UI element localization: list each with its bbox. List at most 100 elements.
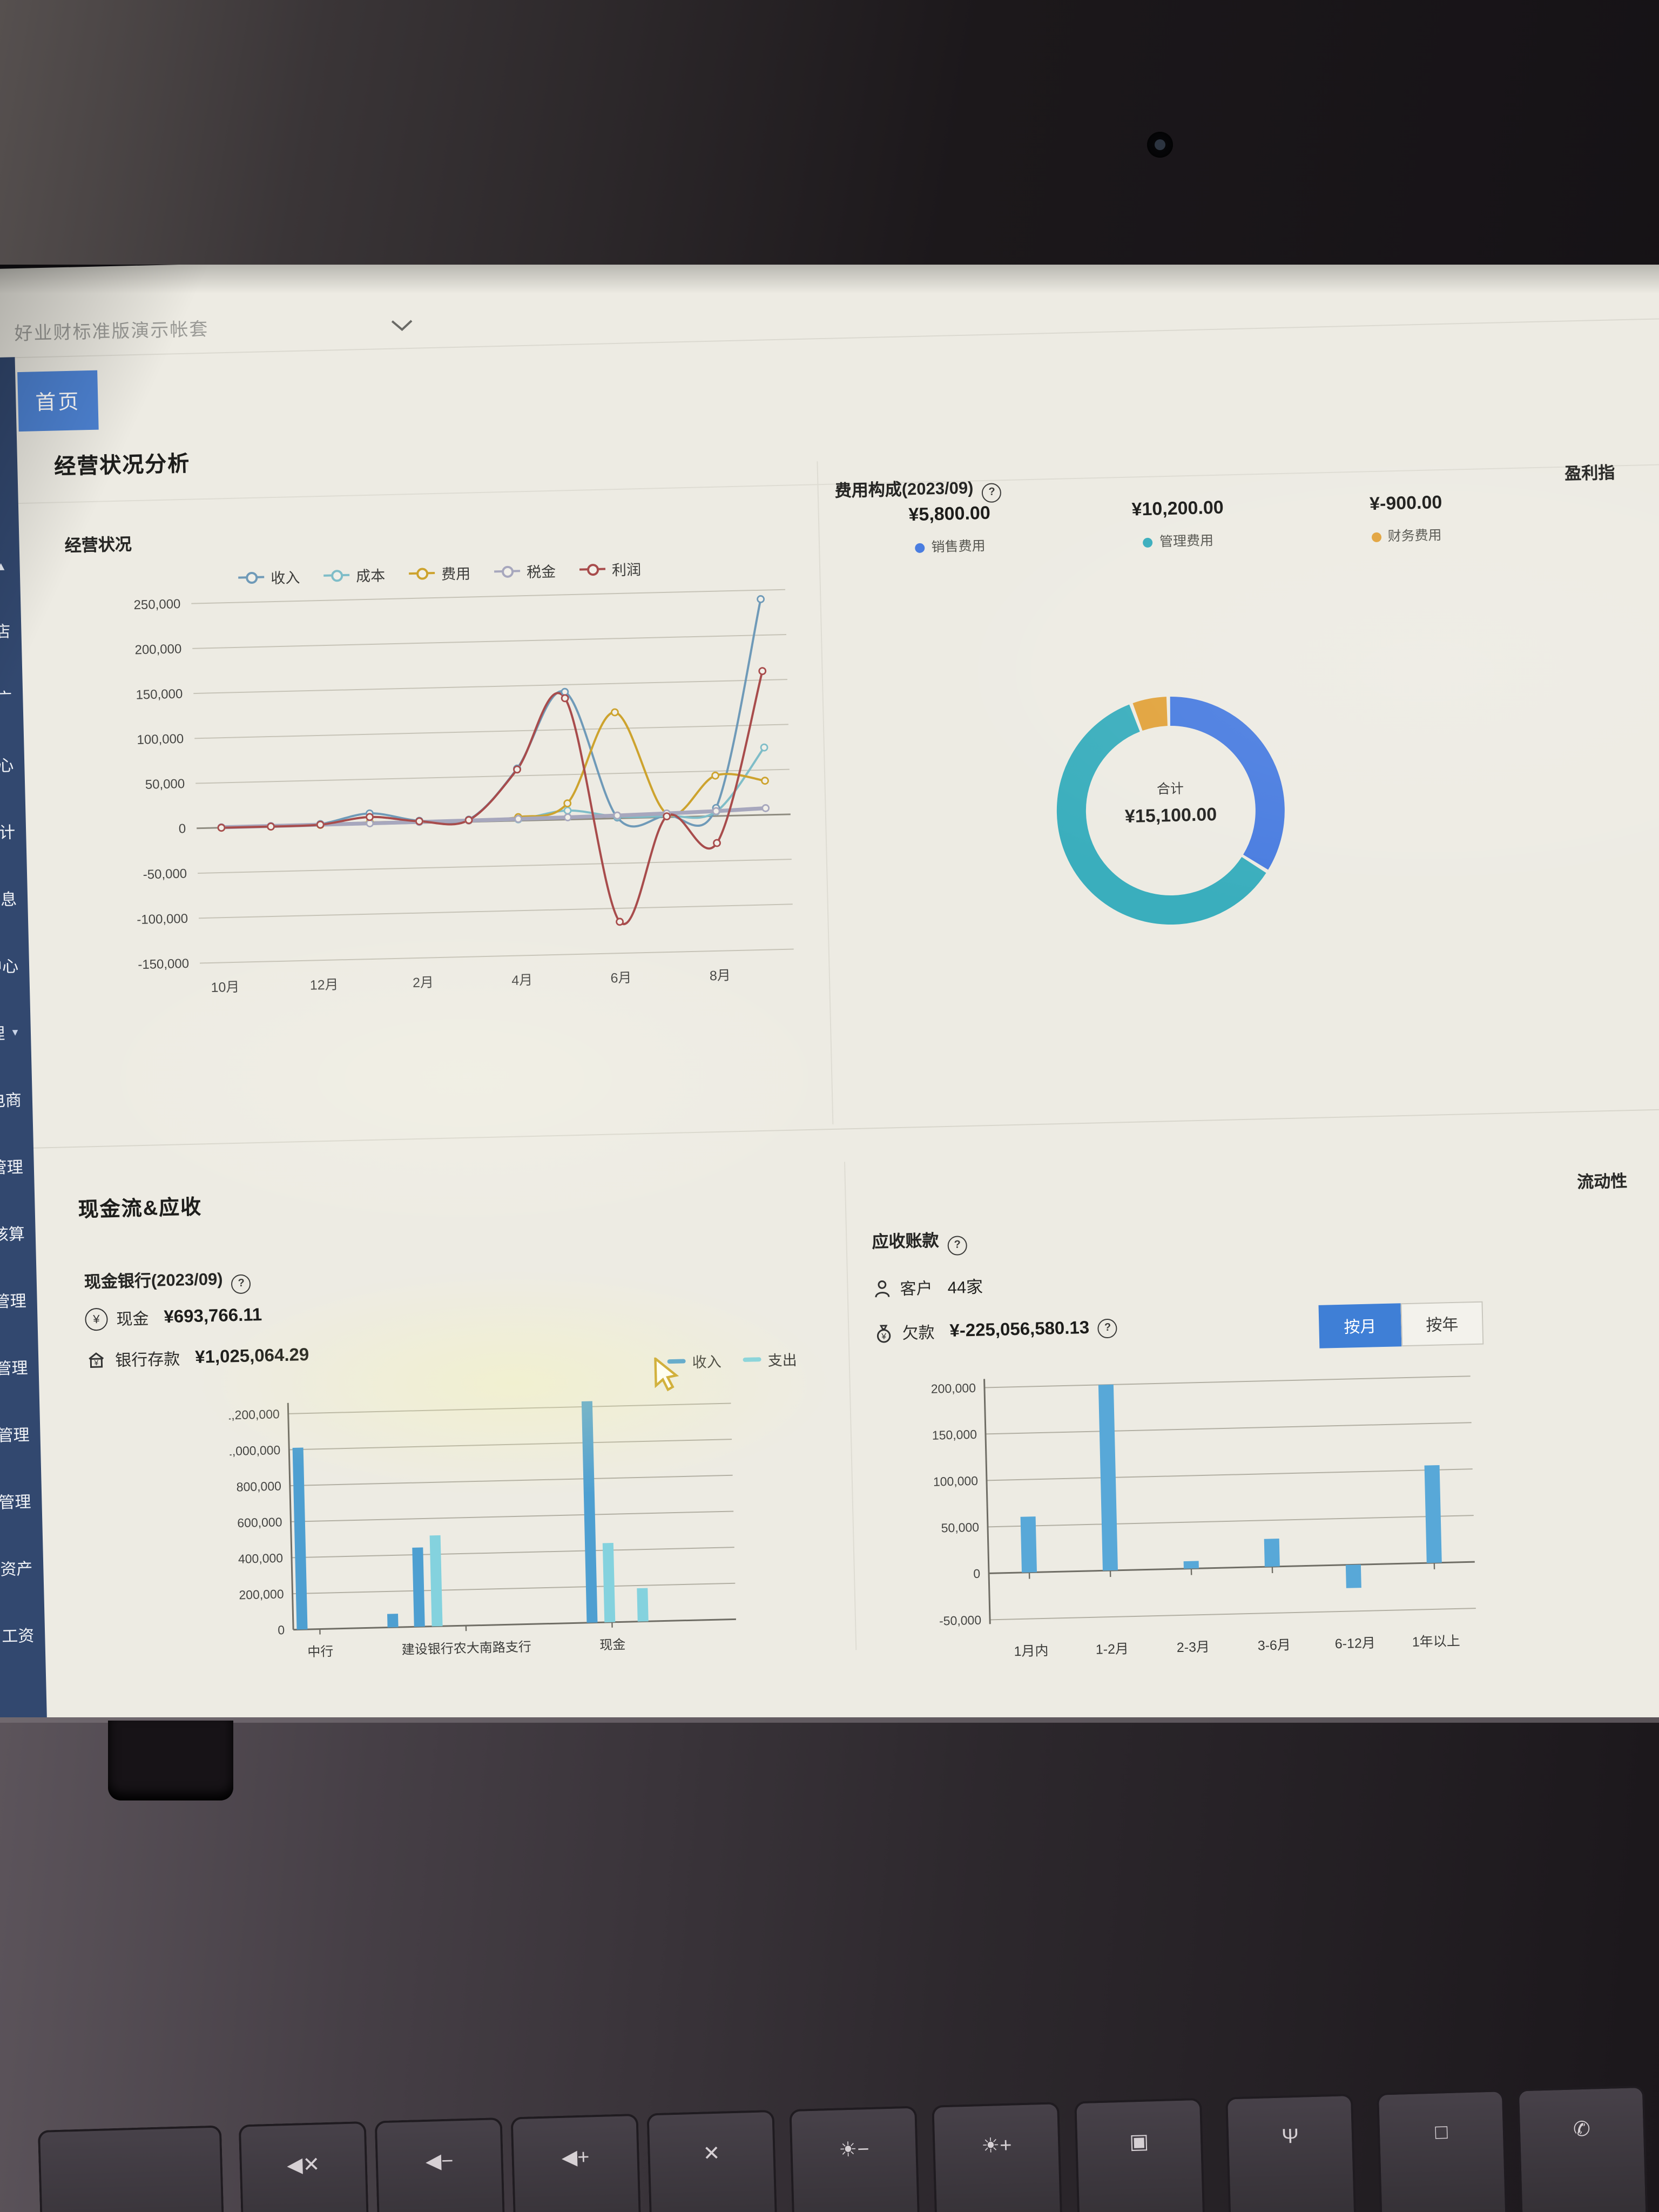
debt-value: ¥-225,056,580.13 <box>949 1318 1090 1341</box>
volume-down-key[interactable]: ◀− <box>374 2117 506 2212</box>
expense-donut-chart <box>1056 697 1285 925</box>
svg-text:0: 0 <box>278 1623 285 1637</box>
customer-label: 客户 <box>900 1279 933 1299</box>
svg-text:1年以上: 1年以上 <box>1412 1634 1460 1650</box>
svg-text:400,000: 400,000 <box>238 1551 284 1566</box>
legend-item-利润[interactable]: 利润 <box>579 557 642 581</box>
svg-text:50,000: 50,000 <box>145 777 185 792</box>
chevron-down-icon: ▼ <box>10 1027 21 1038</box>
cashbank-chart-legend: 收入 支出 <box>667 1347 819 1373</box>
svg-text:1,000,000: 1,000,000 <box>228 1443 280 1458</box>
sidebar-item-核算[interactable]: 核算 <box>0 1225 25 1244</box>
display-toggle-key[interactable]: ▣ <box>1074 2098 1205 2212</box>
sidebar-item-金管理[interactable]: 金管理 <box>0 1292 27 1312</box>
volume-up-key[interactable]: ◀+ <box>510 2113 642 2212</box>
brightness-up-key[interactable]: ☀+ <box>932 2102 1063 2212</box>
svg-text:中行: 中行 <box>307 1644 334 1660</box>
customer-row: 客户 44家 <box>873 1274 999 1300</box>
deck-edge-highlight <box>0 1717 1659 1723</box>
sidebar-item-中心[interactable]: 中心 <box>0 957 19 976</box>
legend-item-支出[interactable]: 支出 <box>743 1348 797 1371</box>
cashflow-section-title: 现金流&应收 <box>78 1196 203 1222</box>
customer-icon <box>873 1278 892 1299</box>
sidebar-item-店[interactable]: 店 <box>0 622 11 642</box>
wifi-key[interactable]: Ψ <box>1225 2093 1357 2212</box>
phone-key[interactable]: ✆ <box>1516 2085 1648 2212</box>
help-icon[interactable]: ? <box>947 1235 968 1255</box>
svg-text:200,000: 200,000 <box>134 642 181 657</box>
bank-icon: ¥ <box>86 1350 107 1371</box>
laptop-deck: Esc◀✕◀−◀+✕☀−☀+▣Ψ□✆ <box>0 1717 1659 2212</box>
svg-text:12月: 12月 <box>309 977 338 993</box>
svg-text:4月: 4月 <box>511 973 533 988</box>
customer-count: 44家 <box>947 1278 983 1298</box>
ops-panel-title: 经营状况 <box>64 536 132 556</box>
mute-key[interactable]: ◀✕ <box>238 2121 370 2212</box>
sidebar: ▲ 店广心统计信息中心管理 ▼ 电商管理核算金管理账管理票管理税务管理固定资产工资 <box>0 357 49 1717</box>
profit-panel-title-clipped: 盈利指 <box>1564 464 1615 484</box>
chat-key[interactable]: □ <box>1376 2089 1508 2212</box>
legend-item-成本[interactable]: 成本 <box>323 563 386 586</box>
mic-mute-key[interactable]: ✕ <box>646 2109 778 2212</box>
svg-text:6-12月: 6-12月 <box>1334 1636 1375 1652</box>
sidebar-item-统计[interactable]: 统计 <box>0 823 16 842</box>
receivable-panel-title: 应收账款? <box>872 1227 968 1257</box>
svg-text:100,000: 100,000 <box>137 732 184 747</box>
deposit-label: 银行存款 <box>114 1350 180 1371</box>
deposit-value: ¥1,025,064.29 <box>194 1345 309 1367</box>
svg-text:150,000: 150,000 <box>136 687 183 703</box>
cash-icon: ¥ <box>85 1307 108 1331</box>
svg-text:-50,000: -50,000 <box>939 1613 982 1628</box>
cashbank-title-text: 现金银行(2023/09) <box>84 1270 223 1292</box>
esc-key[interactable]: Esc <box>37 2125 225 2212</box>
sidebar-collapse-icon[interactable]: ▲ <box>0 560 7 574</box>
sidebar-items: 店广心统计信息中心管理 ▼ 电商管理核算金管理账管理票管理税务管理固定资产工资 <box>0 597 46 1669</box>
help-icon[interactable]: ? <box>982 482 1002 503</box>
svg-text:50,000: 50,000 <box>941 1520 979 1535</box>
sidebar-item-心[interactable]: 心 <box>0 756 14 775</box>
receivable-bar-chart: 200,000 150,000 100,000 50,000 0 -50,000 1月内 1-… <box>931 1375 1476 1659</box>
legend-item-税金[interactable]: 税金 <box>494 559 556 583</box>
svg-text:150,000: 150,000 <box>932 1427 977 1442</box>
sidebar-item-票管理[interactable]: 票管理 <box>0 1426 30 1446</box>
webcam <box>1147 132 1173 158</box>
svg-text:600,000: 600,000 <box>237 1515 282 1530</box>
tab-home[interactable]: 首页 <box>17 370 99 432</box>
sidebar-item-管理[interactable]: 管理 ▼ <box>0 1024 21 1044</box>
sidebar-item-税务管理[interactable]: 税务管理 <box>0 1493 31 1513</box>
laptop-hinge <box>108 1721 233 1800</box>
donut-total-label: 合计 <box>1156 781 1184 797</box>
help-icon[interactable]: ? <box>231 1273 252 1294</box>
svg-text:2-3月: 2-3月 <box>1176 1640 1210 1655</box>
sidebar-item-账管理[interactable]: 账管理 <box>0 1359 28 1379</box>
toggle-by-year[interactable]: 按年 <box>1400 1301 1484 1347</box>
sidebar-item-广[interactable]: 广 <box>0 689 12 709</box>
laptop-screen: 财 好业财标准版演示帐套 ▲ 店广心统计信息中心管理▼电商管理核算金管理账管理票… <box>0 265 1659 1717</box>
sidebar-item-管理[interactable]: 管理 <box>0 1158 24 1177</box>
svg-text:¥: ¥ <box>881 1332 886 1341</box>
sidebar-item-信息[interactable]: 信息 <box>0 890 17 909</box>
svg-text:-100,000: -100,000 <box>137 912 188 927</box>
mouse-cursor <box>654 1357 679 1392</box>
svg-text:8月: 8月 <box>710 968 731 983</box>
topbar-divider <box>0 318 1659 359</box>
svg-text:2月: 2月 <box>413 975 434 990</box>
sidebar-item-电商[interactable]: 电商 <box>0 1091 22 1110</box>
vertical-divider <box>844 1162 857 1650</box>
svg-text:200,000: 200,000 <box>931 1381 976 1396</box>
page-title: 经营状况分析 <box>53 452 191 480</box>
help-icon[interactable]: ? <box>1097 1318 1118 1338</box>
toggle-by-month[interactable]: 按月 <box>1318 1303 1402 1348</box>
sidebar-item-工资[interactable]: 工资 <box>1 1627 35 1646</box>
brightness-down-key[interactable]: ☀− <box>789 2106 920 2212</box>
ops-line-chart: -150,000 -100,000 -50,000 0 50,000 100,000 150… <box>133 589 794 995</box>
sidebar-item-固定资产[interactable]: 固定资产 <box>0 1560 33 1580</box>
legend-item-收入[interactable]: 收入 <box>238 565 300 589</box>
expense-stat-财务费用: ¥-900.00 财务费用 <box>1369 492 1442 544</box>
chevron-down-icon[interactable] <box>390 318 414 338</box>
account-title: 好业财标准版演示帐套 <box>14 319 209 345</box>
svg-text:建设银行农大南路支行: 建设银行农大南路支行 <box>402 1640 532 1657</box>
svg-text:3-6月: 3-6月 <box>1257 1637 1291 1653</box>
cash-row: ¥ 现金 ¥693,766.11 <box>85 1304 262 1331</box>
legend-item-费用[interactable]: 费用 <box>409 561 471 584</box>
